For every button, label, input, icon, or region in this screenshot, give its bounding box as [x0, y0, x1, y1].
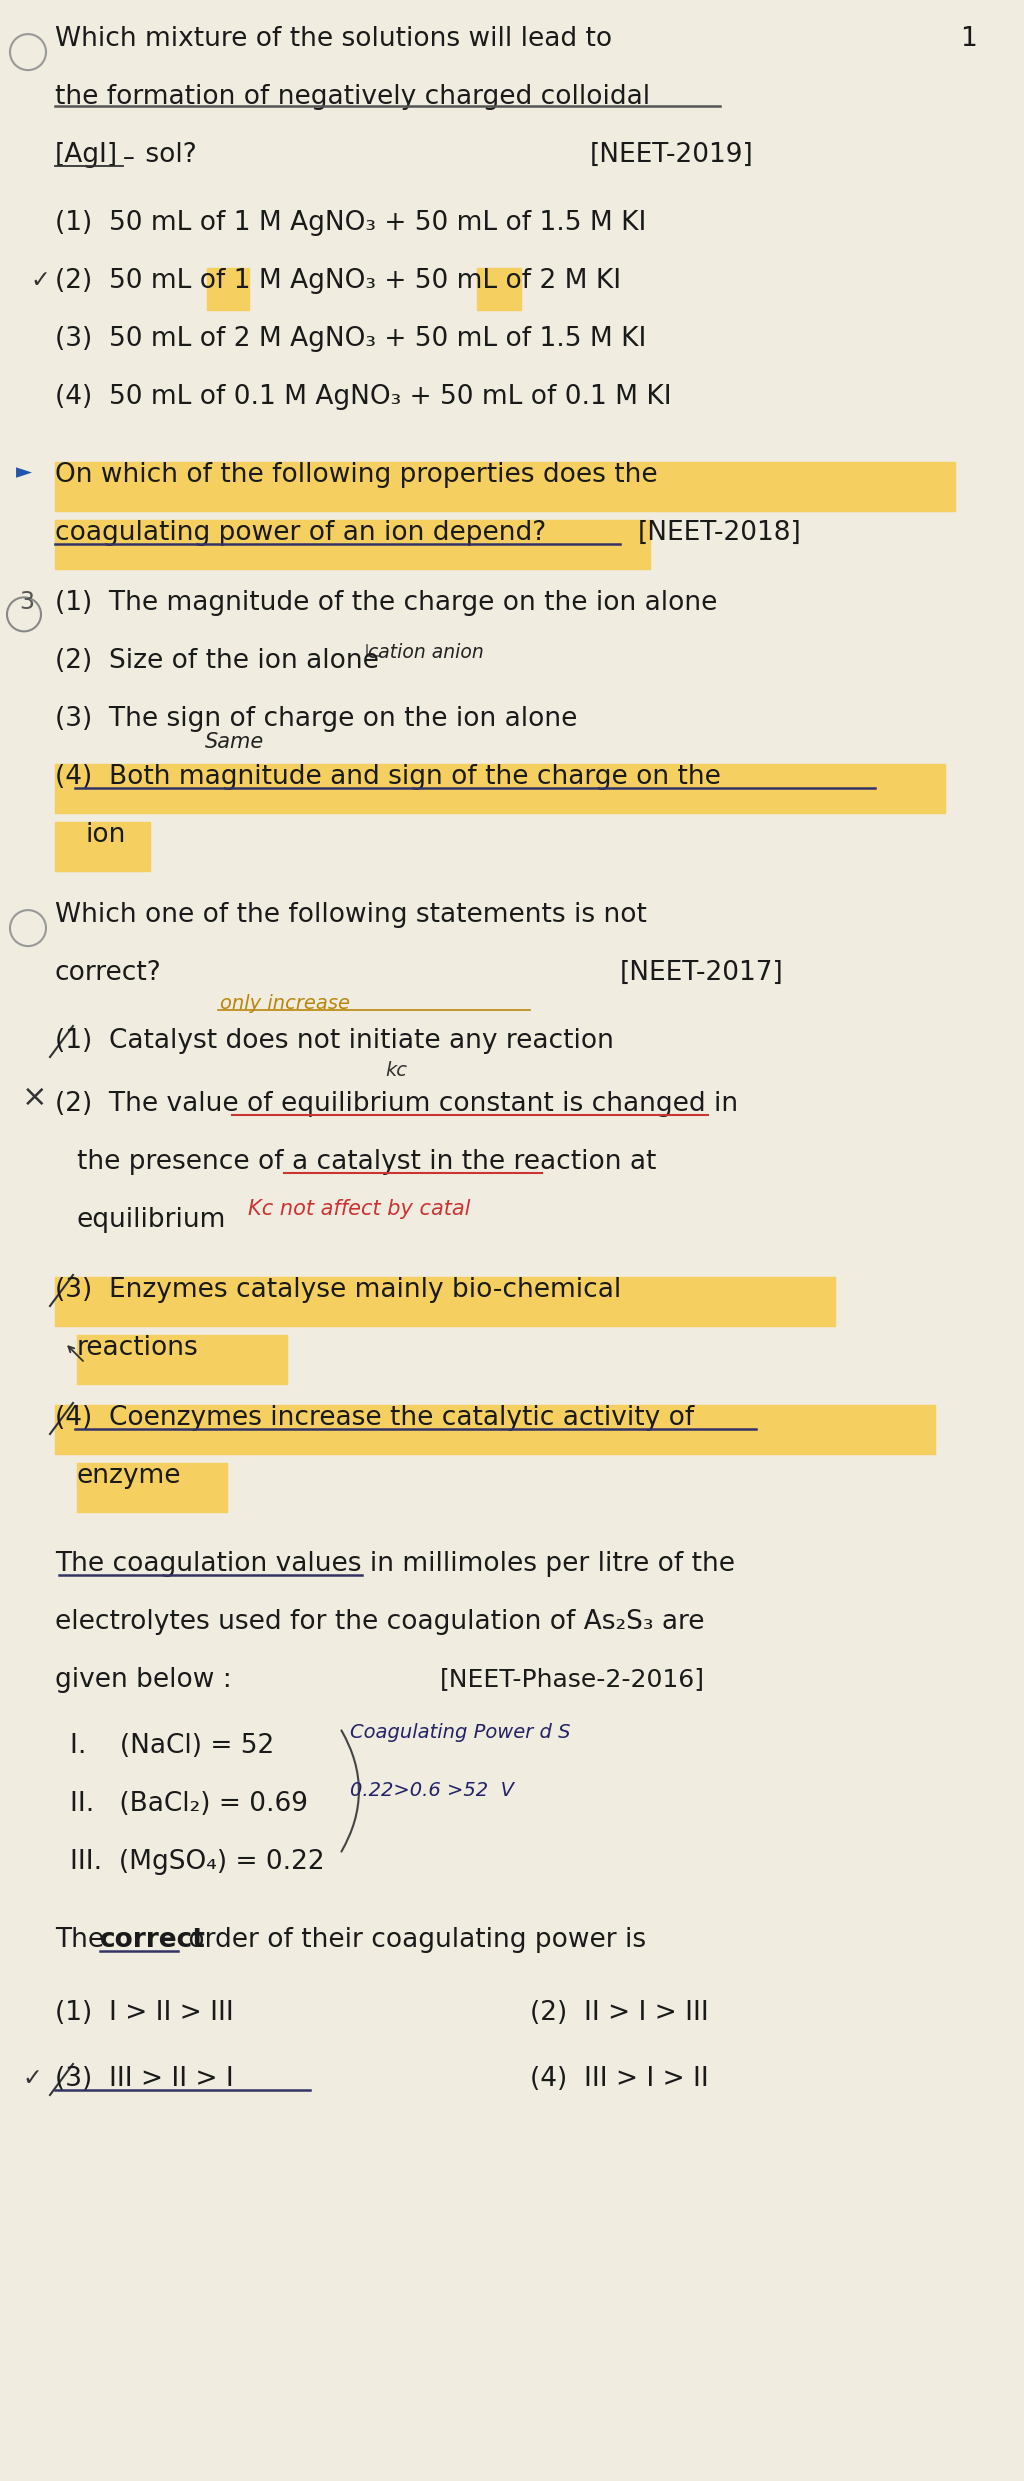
Text: (2)  Size of the ion alone: (2) Size of the ion alone: [55, 648, 379, 675]
Text: kc: kc: [385, 1062, 407, 1079]
Text: enzyme: enzyme: [77, 1464, 181, 1489]
Text: [NEET-2019]: [NEET-2019]: [590, 141, 754, 169]
Text: ✓: ✓: [22, 2067, 42, 2089]
Text: Coagulating Power d S: Coagulating Power d S: [350, 1722, 570, 1742]
Bar: [55, 821, 150, 871]
Text: ion: ion: [85, 821, 125, 849]
Text: (4)  Coenzymes increase the catalytic activity of: (4) Coenzymes increase the catalytic act…: [55, 1404, 694, 1432]
Bar: [207, 268, 249, 310]
Text: correct?: correct?: [55, 960, 162, 985]
Text: sol?: sol?: [137, 141, 197, 169]
Text: III.  (MgSO₄) = 0.22: III. (MgSO₄) = 0.22: [70, 1848, 325, 1876]
Text: order of their coagulating power is: order of their coagulating power is: [180, 1928, 646, 1953]
Text: 0.22>0.6 >52  V: 0.22>0.6 >52 V: [350, 1781, 514, 1801]
Text: (1)  50 mL of 1 M AgNO₃ + 50 mL of 1.5 M KI: (1) 50 mL of 1 M AgNO₃ + 50 mL of 1.5 M …: [55, 211, 646, 236]
Circle shape: [10, 35, 46, 69]
Text: the formation of negatively charged colloidal: the formation of negatively charged coll…: [55, 84, 650, 109]
Text: The: The: [55, 1928, 113, 1953]
Text: given below :: given below :: [55, 1667, 231, 1692]
Text: [NEET-2018]: [NEET-2018]: [638, 521, 802, 546]
Text: [NEET-2017]: [NEET-2017]: [620, 960, 783, 985]
Text: (1)  The magnitude of the charge on the ion alone: (1) The magnitude of the charge on the i…: [55, 590, 718, 615]
Text: reactions: reactions: [77, 1335, 199, 1362]
Text: (3)  III > II > I: (3) III > II > I: [55, 2067, 233, 2091]
Text: (2)  50 mL of 1 M AgNO₃ + 50 mL of 2 M KI: (2) 50 mL of 1 M AgNO₃ + 50 mL of 2 M KI: [55, 268, 622, 295]
Text: only increase: only increase: [220, 995, 350, 1012]
Text: (4)  50 mL of 0.1 M AgNO₃ + 50 mL of 0.1 M KI: (4) 50 mL of 0.1 M AgNO₃ + 50 mL of 0.1 …: [55, 385, 672, 409]
Bar: [77, 1464, 227, 1513]
Text: I.    (NaCl) = 52: I. (NaCl) = 52: [70, 1734, 274, 1759]
Text: 1: 1: [961, 25, 977, 52]
Text: Kc not affect by catal: Kc not affect by catal: [248, 1198, 470, 1218]
Text: electrolytes used for the coagulation of As₂S₃ are: electrolytes used for the coagulation of…: [55, 1610, 705, 1635]
Text: (3)  The sign of charge on the ion alone: (3) The sign of charge on the ion alone: [55, 707, 578, 732]
Text: (3)  50 mL of 2 M AgNO₃ + 50 mL of 1.5 M KI: (3) 50 mL of 2 M AgNO₃ + 50 mL of 1.5 M …: [55, 325, 646, 352]
Bar: [477, 268, 521, 310]
Text: (2)  II > I > III: (2) II > I > III: [530, 2000, 709, 2027]
Text: (4)  III > I > II: (4) III > I > II: [530, 2067, 709, 2091]
Text: coagulating power of an ion depend?: coagulating power of an ion depend?: [55, 521, 546, 546]
Text: [AgI]: [AgI]: [55, 141, 118, 169]
Bar: [55, 521, 650, 568]
Text: 3: 3: [19, 590, 34, 613]
Circle shape: [10, 911, 46, 945]
Bar: [55, 1404, 935, 1454]
Text: Which one of the following statements is not: Which one of the following statements is…: [55, 903, 647, 928]
Bar: [55, 1278, 835, 1327]
Text: [NEET-Phase-2-2016]: [NEET-Phase-2-2016]: [440, 1667, 705, 1692]
Text: Same: Same: [205, 732, 264, 752]
Text: ►: ►: [16, 461, 32, 481]
Text: The coagulation values in millimoles per litre of the: The coagulation values in millimoles per…: [55, 1551, 735, 1578]
Text: –: –: [123, 146, 135, 171]
Text: (3)  Enzymes catalyse mainly bio-chemical: (3) Enzymes catalyse mainly bio-chemical: [55, 1278, 622, 1303]
Text: ×: ×: [22, 1084, 47, 1111]
Text: the presence of a catalyst in the reaction at: the presence of a catalyst in the reacti…: [77, 1149, 656, 1176]
Text: ✓: ✓: [30, 268, 50, 293]
Text: (4)  Both magnitude and sign of the charge on the: (4) Both magnitude and sign of the charg…: [55, 764, 721, 789]
Text: equilibrium: equilibrium: [77, 1206, 226, 1233]
Text: Which mixture of the solutions will lead to: Which mixture of the solutions will lead…: [55, 25, 612, 52]
Bar: [55, 764, 945, 814]
Circle shape: [7, 598, 41, 630]
Text: On which of the following properties does the: On which of the following properties doe…: [55, 461, 657, 489]
Text: cation anion: cation anion: [368, 643, 483, 662]
Text: (1)  I > II > III: (1) I > II > III: [55, 2000, 233, 2027]
Bar: [55, 461, 955, 511]
Text: (2)  The value of equilibrium constant is changed in: (2) The value of equilibrium constant is…: [55, 1092, 738, 1116]
Bar: [77, 1335, 287, 1384]
Text: II.   (BaCl₂) = 0.69: II. (BaCl₂) = 0.69: [70, 1791, 308, 1816]
Text: (1)  Catalyst does not initiate any reaction: (1) Catalyst does not initiate any react…: [55, 1027, 613, 1054]
Text: correct: correct: [100, 1928, 206, 1953]
